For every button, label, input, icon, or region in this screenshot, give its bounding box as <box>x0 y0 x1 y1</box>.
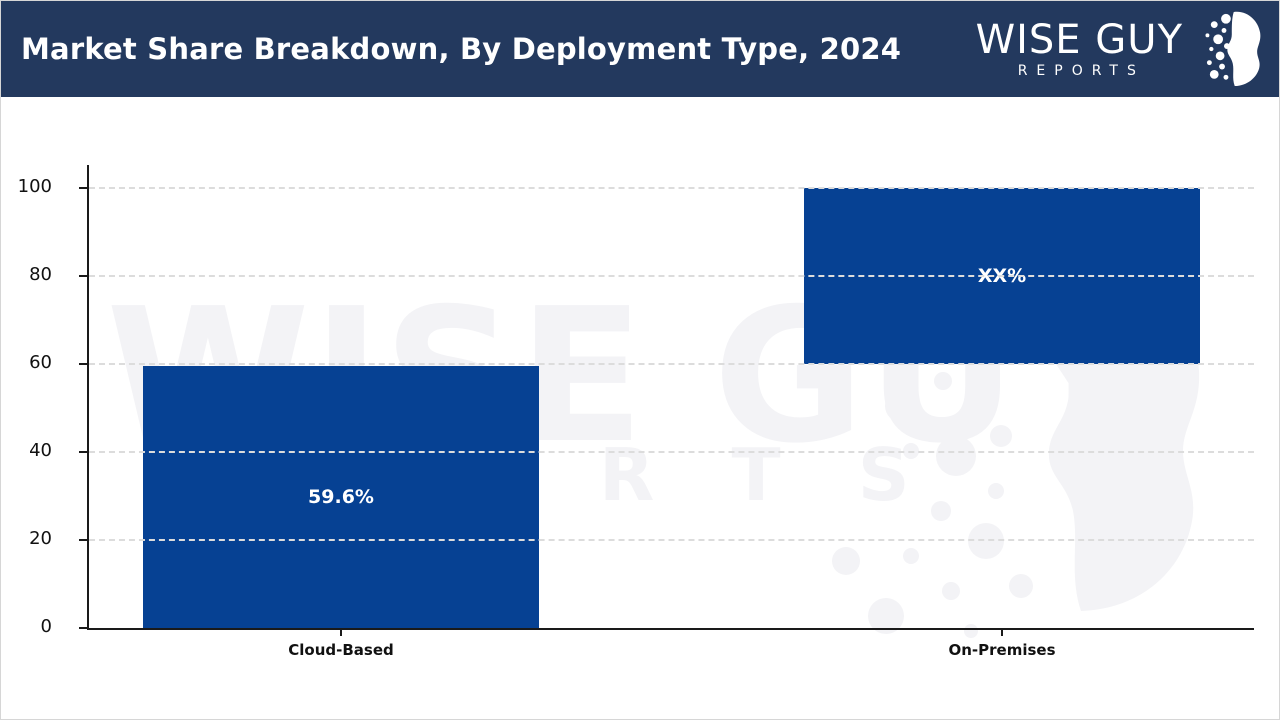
y-tick-mark-100 <box>79 186 87 189</box>
y-axis-line <box>87 165 89 628</box>
y-tick-label-100: 100 <box>17 175 52 197</box>
y-tick-label-20: 20 <box>29 527 52 549</box>
header-banner: Market Share Breakdown, By Deployment Ty… <box>1 1 1279 97</box>
gridline-20 <box>89 538 1254 541</box>
y-tick-label-40: 40 <box>29 439 52 461</box>
page-title: Market Share Breakdown, By Deployment Ty… <box>21 32 902 66</box>
x-tick-mark-cloud-based <box>340 628 342 636</box>
x-category-label-cloud-based: Cloud-Based <box>288 641 394 659</box>
gridline-100 <box>89 186 1254 189</box>
bar-cloud-based: 59.6% <box>143 365 539 628</box>
x-category-label-on-premises: On-Premises <box>948 641 1056 659</box>
brand-logo-name: WISE GUY <box>975 16 1183 63</box>
gridline-80 <box>89 274 1254 277</box>
brand-logo-text: WISE GUY REPORTS <box>976 20 1183 79</box>
face-profile-icon <box>1205 11 1261 87</box>
y-tick-mark-0 <box>79 627 87 629</box>
y-tick-mark-20 <box>79 538 87 541</box>
y-tick-mark-80 <box>79 274 87 277</box>
y-tick-mark-40 <box>79 450 87 453</box>
brand-logo-subtitle: REPORTS <box>1017 62 1145 79</box>
y-tick-label-60: 60 <box>29 351 52 373</box>
x-axis-line <box>87 628 1254 630</box>
y-tick-label-0: 0 <box>40 616 52 637</box>
plot-area: 0 20 40 60 80 100 59.6% Cloud-Based XX% On-Premis… <box>18 165 1254 659</box>
y-tick-mark-60 <box>79 362 87 365</box>
x-tick-mark-on-premises <box>1001 628 1003 636</box>
gridline-40 <box>89 450 1254 453</box>
y-tick-label-80: 80 <box>29 263 52 285</box>
gridline-60 <box>89 362 1254 365</box>
brand-logo: WISE GUY REPORTS <box>976 8 1263 90</box>
bar-value-label: 59.6% <box>308 485 374 508</box>
